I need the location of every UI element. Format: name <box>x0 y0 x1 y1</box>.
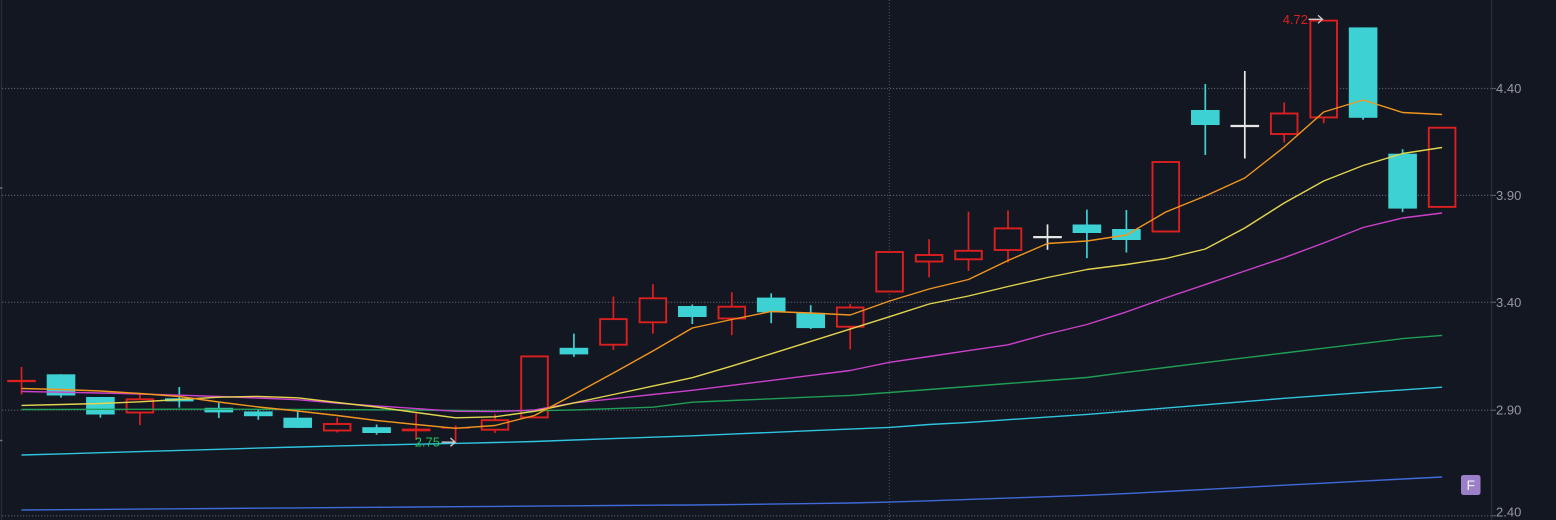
svg-text:2.90: 2.90 <box>1496 403 1521 418</box>
svg-text:4.72: 4.72 <box>1283 12 1308 27</box>
svg-text:3.40: 3.40 <box>1496 295 1521 310</box>
svg-text:4.40: 4.40 <box>1496 81 1521 96</box>
svg-text:2.75: 2.75 <box>415 435 440 450</box>
svg-text:2.40: 2.40 <box>1496 505 1521 520</box>
svg-text:3.90: 3.90 <box>1496 188 1521 203</box>
svg-text:F: F <box>1467 477 1476 493</box>
